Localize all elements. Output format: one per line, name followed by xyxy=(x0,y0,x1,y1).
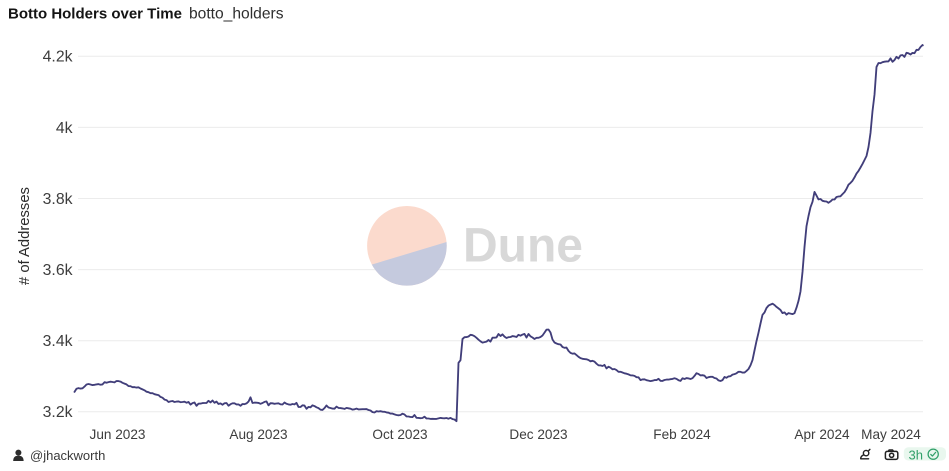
svg-text:Jun 2023: Jun 2023 xyxy=(90,427,146,442)
svg-text:3.6k: 3.6k xyxy=(43,262,73,279)
svg-text:# of Addresses: # of Addresses xyxy=(17,187,33,285)
svg-text:Feb 2024: Feb 2024 xyxy=(653,427,711,442)
svg-text:@jhackworth: @jhackworth xyxy=(30,448,105,463)
svg-text:3.8k: 3.8k xyxy=(43,191,73,208)
svg-text:3h: 3h xyxy=(909,447,923,462)
svg-text:Dune: Dune xyxy=(463,220,583,273)
svg-text:4.2k: 4.2k xyxy=(43,49,73,66)
svg-text:Apr 2024: Apr 2024 xyxy=(794,427,850,442)
svg-text:May 2024: May 2024 xyxy=(861,427,921,442)
svg-text:Botto Holders over Time: Botto Holders over Time xyxy=(8,6,182,23)
svg-text:botto_holders: botto_holders xyxy=(189,6,284,23)
svg-text:Dec 2023: Dec 2023 xyxy=(509,427,567,442)
svg-text:Oct 2023: Oct 2023 xyxy=(372,427,427,442)
svg-text:3.4k: 3.4k xyxy=(43,333,73,350)
svg-text:3.2k: 3.2k xyxy=(43,404,73,421)
svg-text:Aug 2023: Aug 2023 xyxy=(229,427,287,442)
svg-text:4k: 4k xyxy=(56,120,73,137)
